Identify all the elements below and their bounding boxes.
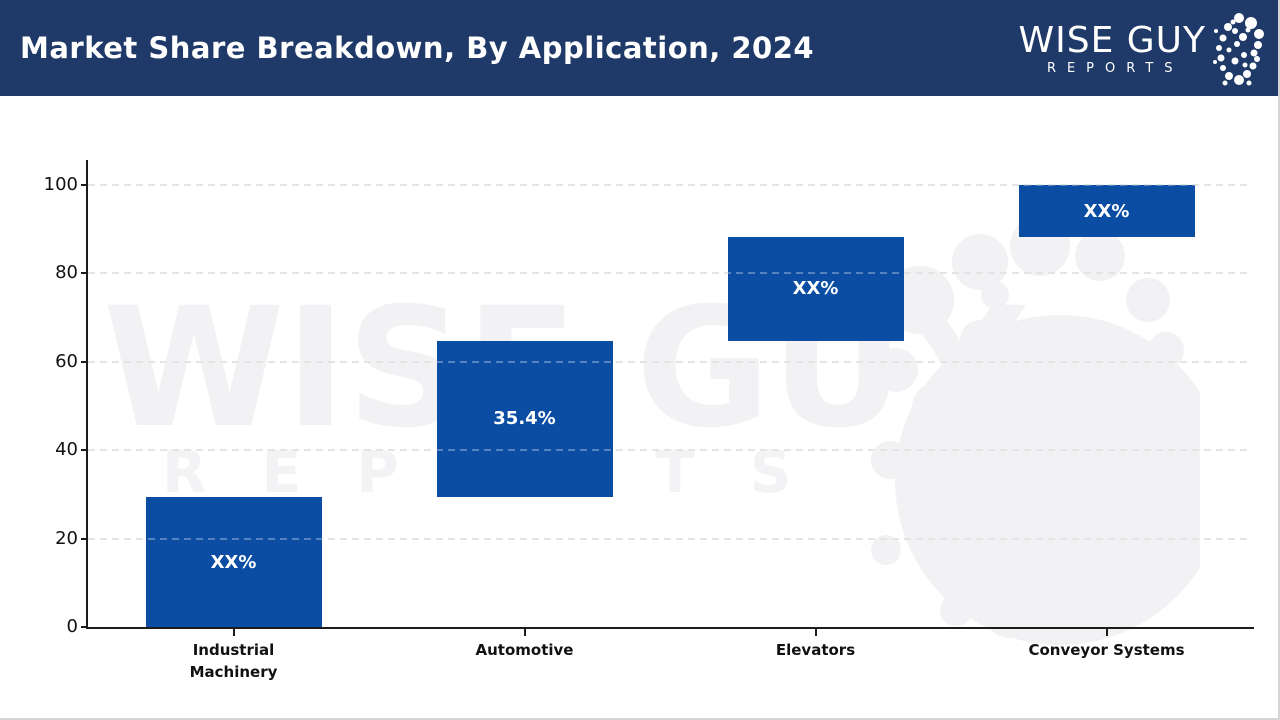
y-tick — [81, 537, 88, 540]
gridline — [88, 537, 1252, 540]
y-axis-line — [86, 160, 88, 629]
x-tick-label: Industrial Machinery — [189, 641, 278, 681]
gridline — [88, 360, 1252, 363]
y-tick-label: 80 — [55, 262, 78, 284]
bar-industrial-machinery: XX% — [145, 497, 322, 627]
gridline-overlay — [88, 272, 1252, 275]
x-tick — [1105, 629, 1108, 636]
logo-wordmark: WISE GUY — [1018, 19, 1206, 61]
bar-value-label: XX% — [1083, 200, 1130, 222]
y-tick-label: 100 — [43, 174, 78, 195]
gridline — [88, 272, 1252, 275]
y-tick-label: 0 — [66, 616, 78, 637]
watermark-head-icon — [871, 220, 1200, 645]
bar-value-label: XX% — [792, 278, 839, 300]
x-tick — [814, 629, 817, 636]
x-tick-label: Elevators — [775, 641, 856, 659]
gridline-overlay — [88, 184, 1252, 186]
wise-guy-logo: WISE GUY REPORTS — [1019, 8, 1267, 90]
logo-text-block: WISE GUY REPORTS — [1018, 19, 1207, 77]
x-axis-line — [86, 627, 1254, 629]
y-tick — [81, 626, 88, 628]
x-tick-label: Conveyor Systems — [1028, 641, 1185, 659]
y-tick — [81, 272, 88, 275]
bar-elevators: XX% — [727, 237, 904, 341]
bar-value-label: 35.4% — [493, 408, 556, 430]
gridline-overlay — [88, 537, 1252, 540]
y-tick — [81, 184, 88, 186]
bar-value-label: XX% — [210, 551, 257, 573]
gridline — [88, 184, 1252, 186]
y-tick-label: 40 — [55, 439, 78, 461]
bar-conveyor-systems: XX% — [1018, 185, 1195, 238]
y-tick — [81, 360, 88, 363]
x-tick-label: Automotive — [475, 641, 574, 659]
y-tick-label: 20 — [55, 527, 78, 549]
y-tick — [81, 449, 88, 452]
gridline — [88, 449, 1252, 452]
gridline-overlay — [88, 360, 1252, 363]
x-tick — [523, 629, 526, 636]
gridline-overlay — [88, 449, 1252, 452]
y-tick-label: 60 — [55, 350, 78, 372]
x-tick — [232, 629, 235, 636]
wise-guy-head-icon — [1213, 13, 1264, 86]
logo-subtext: REPORTS — [1046, 61, 1184, 77]
header: Market Share Breakdown, By Application, … — [0, 0, 1278, 96]
page-title: Market Share Breakdown, By Application, … — [20, 31, 815, 65]
bar-automotive: 35.4% — [436, 340, 613, 498]
